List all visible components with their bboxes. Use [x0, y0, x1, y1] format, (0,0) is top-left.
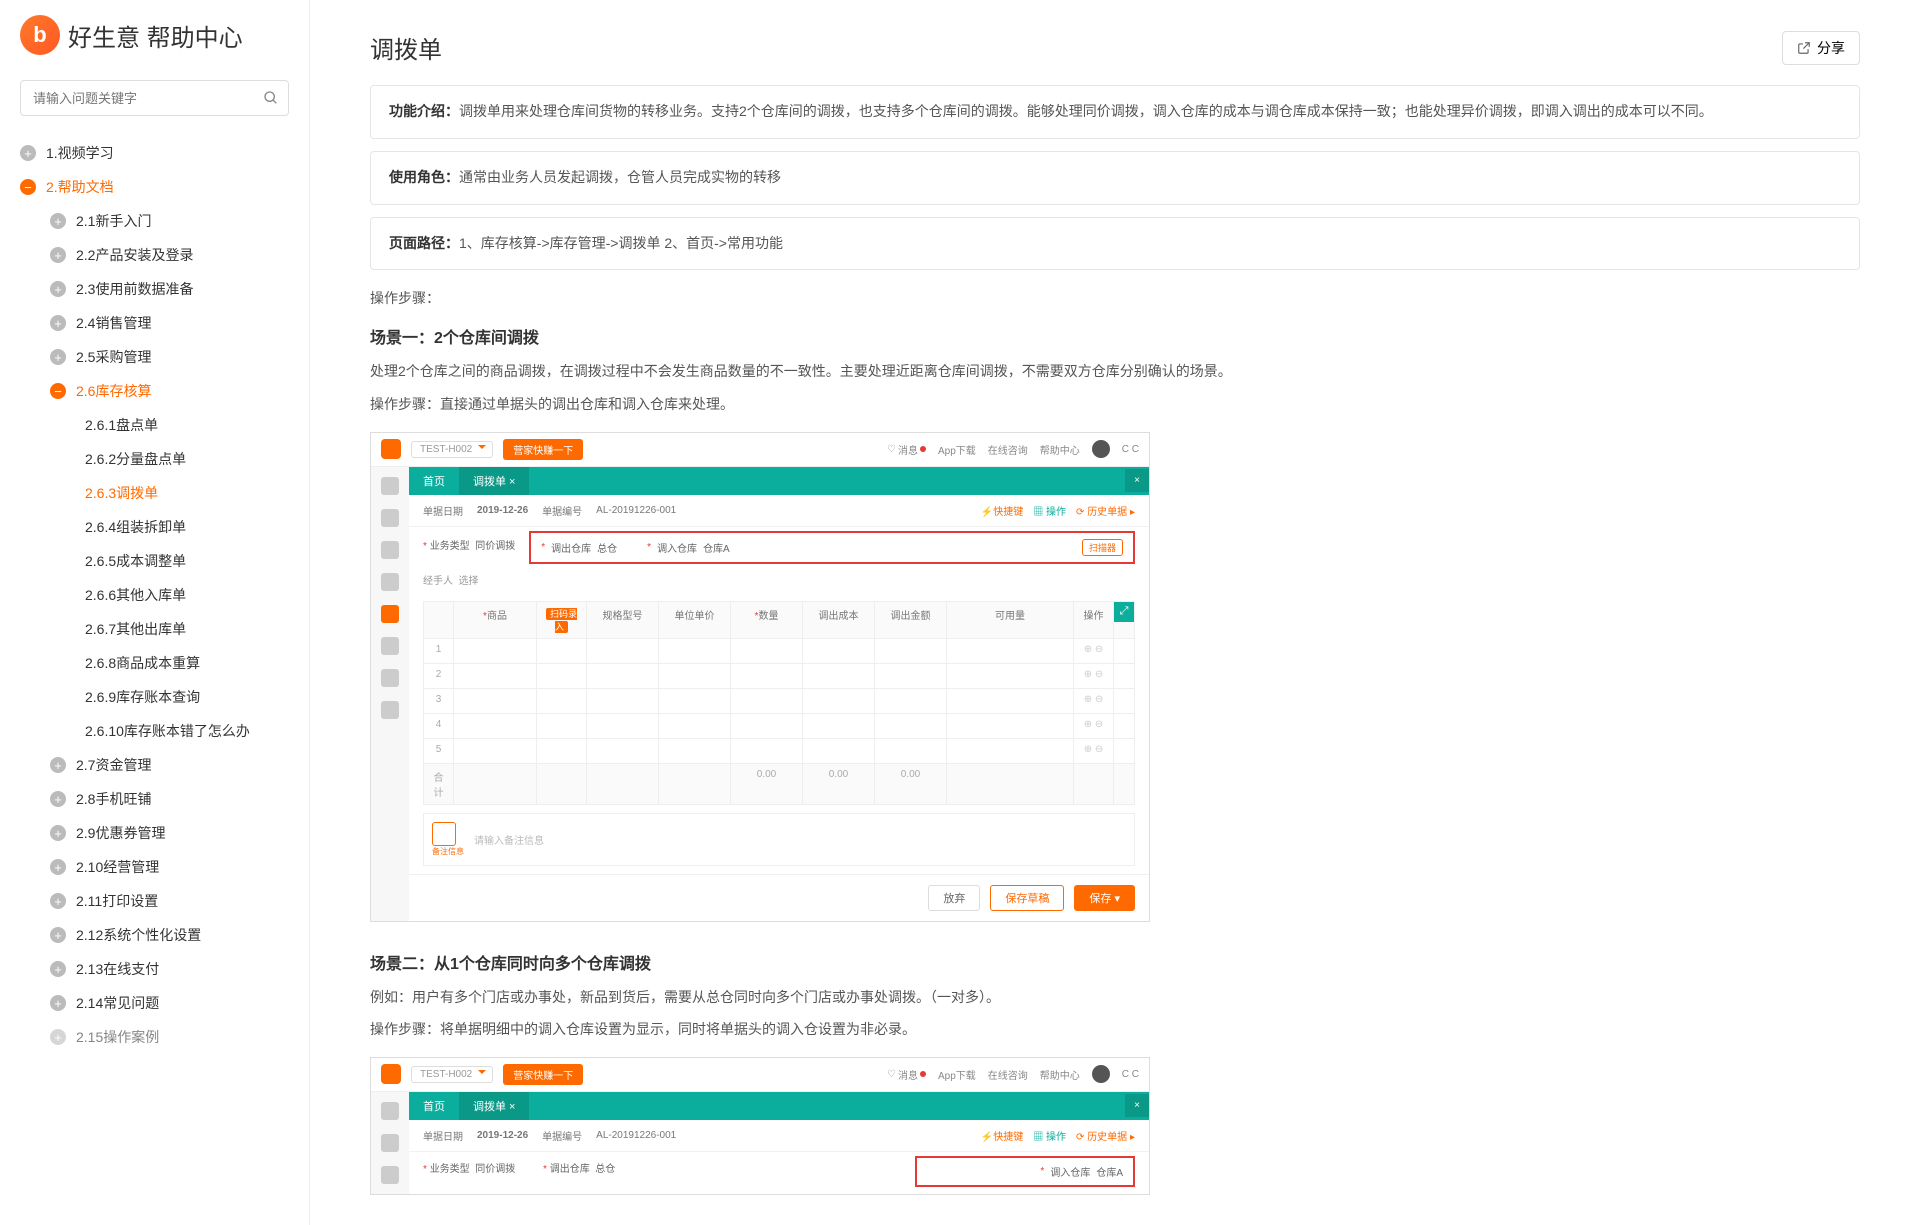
- nav-sub[interactable]: +2.9优惠券管理: [20, 816, 289, 850]
- nav-sub[interactable]: +2.15操作案例: [20, 1020, 289, 1054]
- note-icon: [432, 822, 456, 846]
- mock-side-icon: [381, 477, 399, 495]
- nav-leaf[interactable]: 2.6.8商品成本重算: [20, 646, 289, 680]
- mock-side-icon: [381, 637, 399, 655]
- nav-leaf[interactable]: 2.6.9库存账本查询: [20, 680, 289, 714]
- mock-tab-active: 调拨单 ×: [459, 467, 529, 495]
- nav-sub[interactable]: +2.2产品安装及登录: [20, 238, 289, 272]
- screenshot-1: TEST-H002 营家快赚一下 ♡ 消息 App下载 在线咨询 帮助中心 C …: [370, 432, 1150, 922]
- mock-side-icon-active: [381, 605, 399, 623]
- search-input[interactable]: [20, 80, 289, 116]
- mock-try-button: 营家快赚一下: [503, 1064, 583, 1085]
- section1-p1: 处理2个仓库之间的商品调拨，在调拨过程中不会发生商品数量的不一致性。主要处理近距…: [370, 358, 1860, 385]
- steps-label: 操作步骤：: [370, 288, 1860, 308]
- mock-help-link: 帮助中心: [1040, 442, 1080, 457]
- section2-title: 场景二：从1个仓库同时向多个仓库调拨: [370, 950, 1860, 974]
- mock-try-button: 营家快赚一下: [503, 439, 583, 460]
- mock-cancel-button: 放弃: [928, 885, 980, 911]
- nav-sub[interactable]: +2.13在线支付: [20, 952, 289, 986]
- section2-p2: 操作步骤：将单据明细中的调入仓库设置为显示，同时将单据头的调入仓设置为非必录。: [370, 1016, 1860, 1043]
- mock-msg-icon: ♡ 消息: [887, 442, 926, 457]
- nav-leaf[interactable]: 2.6.1盘点单: [20, 408, 289, 442]
- logo: b 好生意 帮助中心: [20, 15, 289, 55]
- nav-tree: +1.视频学习 −2.帮助文档 +2.1新手入门 +2.2产品安装及登录 +2.…: [20, 136, 289, 1054]
- mock-side-icon: [381, 669, 399, 687]
- section1-title: 场景一：2个仓库间调拨: [370, 324, 1860, 348]
- section1-p2: 操作步骤：直接通过单据头的调出仓库和调入仓库来处理。: [370, 391, 1860, 418]
- nav-sub[interactable]: +2.14常见问题: [20, 986, 289, 1020]
- info-box-intro: 功能介绍：调拨单用来处理仓库间货物的转移业务。支持2个仓库间的调拨，也支持多个仓…: [370, 85, 1860, 139]
- nav-sub[interactable]: +2.11打印设置: [20, 884, 289, 918]
- mock-logo-icon: [381, 1064, 401, 1084]
- mock-save-button: 保存 ▾: [1074, 885, 1135, 911]
- mock-side-icon: [381, 541, 399, 559]
- mock-tab-close-icon: ×: [1125, 469, 1149, 492]
- mock-tenant-select: TEST-H002: [411, 441, 493, 458]
- nav-item-docs[interactable]: −2.帮助文档: [20, 170, 289, 204]
- nav-leaf[interactable]: 2.6.4组装拆卸单: [20, 510, 289, 544]
- nav-sub[interactable]: +2.1新手入门: [20, 204, 289, 238]
- logo-icon: b: [20, 15, 60, 55]
- nav-sub[interactable]: +2.8手机旺铺: [20, 782, 289, 816]
- mock-side-icon: [381, 701, 399, 719]
- nav-leaf-current[interactable]: 2.6.3调拨单: [20, 476, 289, 510]
- nav-item-video[interactable]: +1.视频学习: [20, 136, 289, 170]
- nav-sub[interactable]: +2.12系统个性化设置: [20, 918, 289, 952]
- sidebar: b 好生意 帮助中心 +1.视频学习 −2.帮助文档 +2.1新手入门 +2.2…: [0, 0, 310, 1225]
- nav-sub-inventory[interactable]: −2.6库存核算: [20, 374, 289, 408]
- nav-leaf[interactable]: 2.6.2分量盘点单: [20, 442, 289, 476]
- nav-sub[interactable]: +2.10经营管理: [20, 850, 289, 884]
- mock-app-link: App下载: [938, 442, 976, 457]
- nav-sub[interactable]: +2.7资金管理: [20, 748, 289, 782]
- info-box-path: 页面路径：1、库存核算->库存管理->调拨单 2、首页->常用功能: [370, 217, 1860, 271]
- nav-leaf[interactable]: 2.6.5成本调整单: [20, 544, 289, 578]
- expand-icon: ⤢: [1114, 602, 1134, 622]
- mock-logo-icon: [381, 439, 401, 459]
- search-field[interactable]: [20, 80, 289, 116]
- share-icon: [1797, 41, 1811, 55]
- mock-side-icon: [381, 573, 399, 591]
- main-content: 调拨单 分享 功能介绍：调拨单用来处理仓库间货物的转移业务。支持2个仓库间的调拨…: [310, 0, 1920, 1225]
- mock-chat-link: 在线咨询: [988, 442, 1028, 457]
- info-box-role: 使用角色：通常由业务人员发起调拨，仓管人员完成实物的转移: [370, 151, 1860, 205]
- nav-leaf[interactable]: 2.6.10库存账本错了怎么办: [20, 714, 289, 748]
- nav-leaf[interactable]: 2.6.6其他入库单: [20, 578, 289, 612]
- section2-p1: 例如：用户有多个门店或办事处，新品到货后，需要从总仓同时向多个门店或办事处调拨。…: [370, 984, 1860, 1011]
- mock-draft-button: 保存草稿: [990, 885, 1064, 911]
- search-icon: [263, 90, 279, 106]
- mock-side-icon: [381, 509, 399, 527]
- mock-tenant-select: TEST-H002: [411, 1066, 493, 1083]
- mock-avatar-icon: [1092, 440, 1110, 458]
- nav-sub[interactable]: +2.5采购管理: [20, 340, 289, 374]
- screenshot-2: TEST-H002 营家快赚一下 ♡ 消息 App下载 在线咨询 帮助中心 C …: [370, 1057, 1150, 1195]
- page-title: 调拨单: [370, 30, 442, 65]
- share-button[interactable]: 分享: [1782, 31, 1860, 65]
- nav-sub[interactable]: +2.3使用前数据准备: [20, 272, 289, 306]
- mock-tab: 首页: [409, 467, 459, 495]
- nav-leaf[interactable]: 2.6.7其他出库单: [20, 612, 289, 646]
- mock-user-label: C C: [1122, 444, 1139, 455]
- nav-sub[interactable]: +2.4销售管理: [20, 306, 289, 340]
- logo-text: 好生意 帮助中心: [68, 18, 243, 53]
